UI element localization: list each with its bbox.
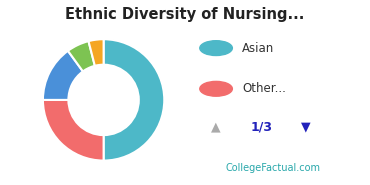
Text: ▲: ▲ xyxy=(211,121,221,134)
Text: Other...: Other... xyxy=(242,82,286,95)
Text: CollegeFactual.com: CollegeFactual.com xyxy=(226,163,320,173)
Wedge shape xyxy=(43,51,83,100)
Wedge shape xyxy=(43,100,104,161)
Text: Ethnic Diversity of Nursing...: Ethnic Diversity of Nursing... xyxy=(65,7,305,22)
Circle shape xyxy=(200,41,232,56)
Wedge shape xyxy=(68,41,95,71)
Wedge shape xyxy=(88,39,104,66)
Text: Asian: Asian xyxy=(242,42,275,55)
Text: ▼: ▼ xyxy=(301,121,310,134)
Text: 50%: 50% xyxy=(100,98,123,108)
Circle shape xyxy=(200,81,232,96)
Wedge shape xyxy=(104,39,164,161)
Text: 1/3: 1/3 xyxy=(250,121,273,134)
